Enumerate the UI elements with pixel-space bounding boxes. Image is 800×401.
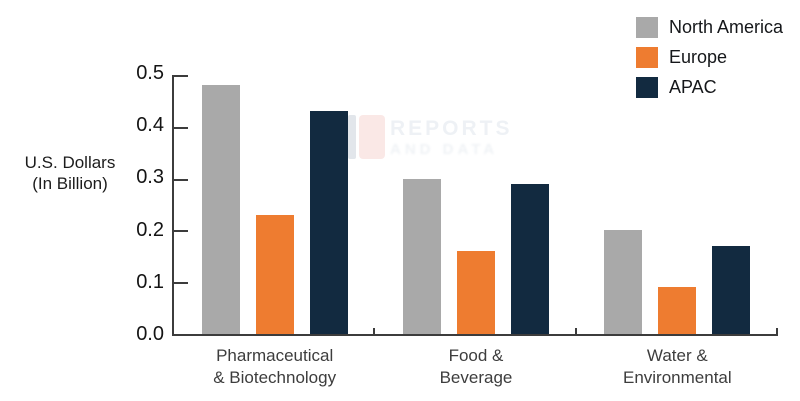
legend-item-apac: APAC bbox=[636, 77, 783, 98]
bar-apac-1 bbox=[309, 111, 348, 334]
legend-swatch-apac bbox=[636, 77, 658, 98]
category-label-2: Food & Beverage bbox=[439, 346, 513, 387]
legend: North America Europe APAC bbox=[636, 17, 783, 98]
y-tick-0.2 bbox=[174, 230, 188, 233]
legend-label-north-america: North America bbox=[669, 17, 784, 37]
y-tick-0.4 bbox=[174, 126, 188, 129]
bar-north-america-1 bbox=[201, 85, 240, 334]
legend-label-apac: APAC bbox=[669, 77, 717, 97]
bar-apac-3 bbox=[712, 245, 751, 334]
y-tick-0.5 bbox=[174, 75, 188, 77]
bar-apac-2 bbox=[510, 183, 549, 334]
bar-group-2 bbox=[375, 75, 576, 334]
bar-north-america-2 bbox=[402, 178, 441, 334]
y-tick-label-0.2: 0.2 bbox=[136, 218, 164, 241]
y-tick-label-0.0: 0.0 bbox=[136, 323, 164, 345]
bar-group-1 bbox=[174, 75, 375, 334]
legend-label-europe: Europe bbox=[669, 47, 728, 67]
category-label-3: Water & Environmental bbox=[622, 346, 732, 387]
y-tick-label-0.3: 0.3 bbox=[136, 166, 164, 189]
x-boundary-tick-3 bbox=[776, 328, 778, 334]
y-axis-title-line1: U.S. Dollars bbox=[24, 153, 116, 172]
x-boundary-tick-2 bbox=[574, 328, 577, 334]
y-axis-title-line2: (In Billion) bbox=[32, 174, 108, 193]
y-tick-label-0.4: 0.4 bbox=[136, 114, 164, 137]
legend-swatch-north-america bbox=[636, 17, 658, 38]
plot-area: REPORTS AND DATA 0.0 0.1 0.2 0.3 0.4 0.5 Pharm… bbox=[136, 62, 778, 387]
x-boundary-tick-1 bbox=[373, 328, 376, 334]
legend-swatch-europe bbox=[636, 47, 658, 68]
legend-item-north-america: North America bbox=[636, 17, 783, 38]
bar-europe-1 bbox=[255, 214, 294, 334]
y-axis-title: U.S. Dollars (In Billion) bbox=[12, 152, 128, 194]
y-tick-0.3 bbox=[174, 178, 188, 181]
bar-europe-2 bbox=[456, 251, 495, 334]
y-tick-label-0.5: 0.5 bbox=[136, 62, 164, 84]
y-tick-label-0.1: 0.1 bbox=[136, 270, 164, 293]
y-tick-0.1 bbox=[174, 282, 188, 285]
bar-europe-3 bbox=[658, 287, 697, 334]
bar-group-3 bbox=[577, 75, 778, 334]
legend-item-europe: Europe bbox=[636, 47, 783, 68]
category-label-1: Pharmaceutical & Biotechnology bbox=[213, 346, 337, 387]
bar-north-america-3 bbox=[604, 230, 643, 334]
